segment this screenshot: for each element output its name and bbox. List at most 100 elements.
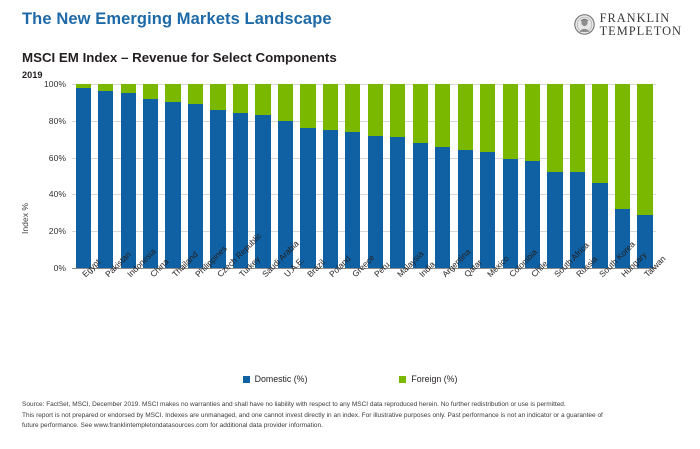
chart-title: MSCI EM Index – Revenue for Select Compo… [22, 50, 337, 65]
stacked-bar[interactable] [165, 84, 181, 268]
bar-segment-domestic[interactable] [457, 150, 473, 268]
stacked-bar[interactable] [502, 84, 518, 268]
stacked-bar[interactable] [614, 84, 631, 268]
stacked-bar[interactable] [277, 84, 294, 268]
bar-slot [139, 84, 161, 268]
bar-segment-foreign[interactable] [255, 84, 271, 116]
stacked-bar[interactable] [143, 84, 159, 268]
stacked-bar[interactable] [255, 84, 271, 268]
bar-segment-foreign[interactable] [143, 84, 159, 99]
bar-segment-domestic[interactable] [435, 146, 451, 268]
gridline [72, 231, 656, 233]
bar-slot [409, 84, 431, 268]
bar-segment-foreign[interactable] [232, 84, 249, 114]
logo-line-franklin: FRANKLIN [599, 11, 671, 25]
stacked-bar[interactable] [120, 84, 136, 268]
bar-slot [72, 84, 94, 268]
bar-segment-foreign[interactable] [457, 84, 473, 151]
bar-segment-domestic[interactable] [345, 131, 361, 268]
chart-plot-area: Index % 0% 20% 40% 60% 80% 100% Egypt Pakistan… [0, 79, 700, 284]
stacked-bar[interactable] [569, 84, 586, 268]
bar-slot [499, 84, 521, 268]
bar-segment-domestic[interactable] [277, 120, 294, 268]
stacked-bar[interactable] [345, 84, 361, 268]
bar-segment-foreign[interactable] [412, 84, 428, 143]
bar-segment-domestic[interactable] [322, 130, 339, 268]
stacked-bar[interactable] [547, 84, 563, 268]
stacked-bar[interactable] [98, 84, 114, 268]
bar-segment-domestic[interactable] [232, 113, 249, 268]
page-title: The New Emerging Markets Landscape [22, 10, 332, 28]
bar-segment-foreign[interactable] [210, 84, 226, 110]
bar-segment-domestic[interactable] [569, 172, 586, 268]
stacked-bar[interactable] [637, 84, 653, 268]
bar-segment-domestic[interactable] [143, 98, 159, 268]
stacked-bar[interactable] [187, 84, 204, 268]
bar-segment-foreign[interactable] [187, 84, 204, 105]
bar-segment-domestic[interactable] [614, 209, 631, 268]
bar-segment-foreign[interactable] [98, 84, 114, 92]
bar-segment-domestic[interactable] [547, 172, 563, 268]
bar-slot [611, 84, 633, 268]
bar-segment-domestic[interactable] [98, 91, 114, 268]
stacked-bar[interactable] [210, 84, 226, 268]
legend-item[interactable]: Foreign (%) [399, 374, 457, 384]
stacked-bar[interactable] [322, 84, 339, 268]
legend-label: Domestic (%) [254, 374, 308, 384]
bar-segment-foreign[interactable] [569, 84, 586, 173]
stacked-bar[interactable] [232, 84, 249, 268]
bar-segment-domestic[interactable] [480, 152, 496, 268]
bar-segment-domestic[interactable] [592, 183, 608, 268]
bar-segment-domestic[interactable] [412, 142, 428, 268]
y-axis-tick-label: 40% [48, 189, 66, 200]
bar-segment-domestic[interactable] [187, 104, 204, 268]
bar-segment-foreign[interactable] [75, 84, 91, 88]
bar-segment-domestic[interactable] [120, 93, 136, 268]
stacked-bar[interactable] [480, 84, 496, 268]
stacked-bar[interactable] [75, 84, 91, 268]
footnote-line-1: Source: FactSet, MSCI, December 2019. MS… [22, 401, 566, 408]
stacked-bar[interactable] [412, 84, 428, 268]
stacked-bar[interactable] [367, 84, 383, 268]
bar-segment-foreign[interactable] [345, 84, 361, 132]
bar-segment-domestic[interactable] [255, 115, 271, 268]
bar-segment-foreign[interactable] [390, 84, 406, 138]
stacked-bar[interactable] [300, 84, 316, 268]
bar-segment-domestic[interactable] [524, 161, 541, 268]
y-axis-ticks: 0% 20% 40% 60% 80% 100% [36, 79, 70, 273]
bar-segment-foreign[interactable] [637, 84, 653, 215]
stacked-bar[interactable] [524, 84, 541, 268]
bar-segment-domestic[interactable] [390, 137, 406, 268]
bar-segment-domestic[interactable] [165, 102, 181, 268]
legend-label: Foreign (%) [411, 374, 458, 384]
y-axis-tick-label: 0% [53, 263, 66, 273]
bar-segment-foreign[interactable] [547, 84, 563, 173]
stacked-bar[interactable] [435, 84, 451, 268]
bar-slot [521, 84, 543, 268]
bar-segment-foreign[interactable] [322, 84, 339, 130]
bar-segment-foreign[interactable] [165, 84, 181, 103]
bar-segment-foreign[interactable] [120, 84, 136, 94]
bar-segment-foreign[interactable] [524, 84, 541, 162]
foreign-swatch [399, 375, 407, 383]
bar-segment-foreign[interactable] [592, 84, 608, 184]
bar-segment-foreign[interactable] [367, 84, 383, 136]
bar-segment-foreign[interactable] [435, 84, 451, 147]
bar-segment-foreign[interactable] [300, 84, 316, 129]
bar-segment-domestic[interactable] [300, 128, 316, 268]
bar-segment-domestic[interactable] [502, 159, 518, 268]
bar-segment-foreign[interactable] [480, 84, 496, 153]
stacked-bar[interactable] [457, 84, 473, 268]
bar-segment-domestic[interactable] [75, 87, 91, 268]
bar-segment-domestic[interactable] [637, 214, 653, 268]
bar-segment-foreign[interactable] [277, 84, 294, 121]
legend-item[interactable]: Domestic (%) [242, 374, 308, 384]
bar-segment-foreign[interactable] [502, 84, 518, 160]
stacked-bar[interactable] [390, 84, 406, 268]
bar-segment-domestic[interactable] [210, 109, 226, 268]
stacked-bar[interactable] [592, 84, 608, 268]
footnote-line-3: future performance. See www.franklintemp… [22, 422, 323, 430]
gridline [72, 120, 656, 122]
bar-segment-foreign[interactable] [614, 84, 631, 210]
bar-segment-domestic[interactable] [367, 135, 383, 268]
